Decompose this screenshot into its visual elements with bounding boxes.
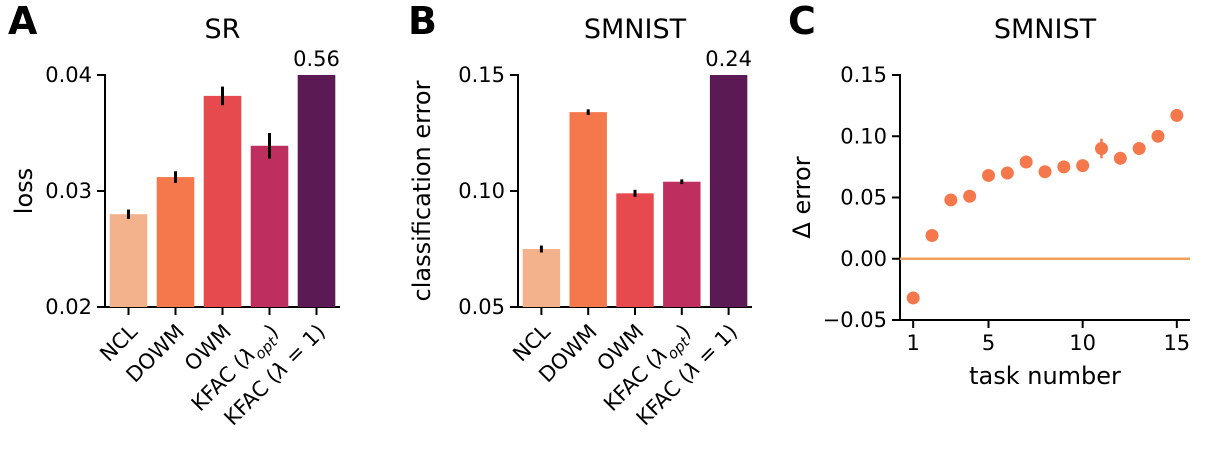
- panel-b: B 0.05 0.10 0.15 SMNIST classification error…: [400, 0, 780, 464]
- data-point-task-15: [1170, 108, 1184, 122]
- x-tick-label: 5: [982, 331, 995, 355]
- data-point-task-9: [1057, 160, 1071, 174]
- data-point-task-3: [944, 193, 958, 207]
- bar-KFAC (λ = 1): [297, 75, 336, 307]
- data-point-task-1: [906, 291, 920, 305]
- y-tick-label: 0.03: [45, 179, 92, 203]
- y-tick-label: 0.05: [840, 186, 887, 210]
- y-tick-label: 0.10: [840, 124, 887, 148]
- panel-a: A 0.02 0.03 0.04 SR loss NCL DOWM OWM KFAC (λopt…: [0, 0, 400, 464]
- y-tick-label: 0.10: [458, 179, 505, 203]
- data-point-task-10: [1076, 159, 1090, 173]
- y-tick-label: 0.00: [840, 247, 887, 271]
- chart-title: SMNIST: [584, 14, 687, 45]
- x-tick-label: 15: [1163, 331, 1190, 355]
- bar-NCL: [522, 249, 561, 307]
- panel-letter-c: C: [788, 0, 816, 43]
- data-point-task-11: [1094, 142, 1108, 155]
- bar-OWM: [616, 193, 654, 307]
- y-tick-label: 0.15: [458, 63, 505, 87]
- y-tick-label: 0.15: [840, 63, 887, 87]
- data-point-task-4: [963, 189, 977, 203]
- bar-NCL: [109, 214, 148, 307]
- bar-OWM: [203, 95, 242, 307]
- y-axis-label: classification error: [408, 80, 436, 301]
- bar-DOWM: [156, 177, 195, 307]
- panel-letter-b: B: [408, 0, 437, 43]
- chart-title: SMNIST: [994, 14, 1097, 45]
- bar-KFAC (λ = 1): [709, 75, 748, 307]
- x-tick-label: 10: [1069, 331, 1096, 355]
- bar-KFAC (λ_opt): [250, 145, 289, 307]
- y-tick-label: 0.04: [45, 63, 92, 87]
- y-tick-label: −0.05: [823, 308, 887, 332]
- y-tick-label: 0.02: [45, 295, 92, 319]
- panel-c: C −0.05 0.00 0.05 0.10 0.15 SMNIST Δ error 1 5 10…: [780, 0, 1219, 464]
- y-axis-label: Δ error: [788, 156, 816, 238]
- data-point-task-8: [1038, 165, 1052, 179]
- data-point-task-12: [1113, 151, 1127, 165]
- bar-DOWM: [569, 112, 607, 308]
- chart-title: SR: [205, 14, 241, 45]
- data-point-task-5: [982, 168, 996, 182]
- data-point-task-7: [1019, 155, 1033, 169]
- x-axis-label: task number: [969, 362, 1121, 390]
- data-point-task-2: [925, 228, 939, 242]
- clipped-bar-annotation: 0.24: [705, 47, 752, 71]
- data-point-task-13: [1132, 142, 1146, 155]
- bar-KFAC (λ_opt): [663, 181, 701, 307]
- y-axis-label: loss: [10, 168, 38, 214]
- x-tick-label: 1: [906, 331, 919, 355]
- clipped-bar-annotation: 0.56: [293, 47, 340, 71]
- panel-letter-a: A: [8, 0, 38, 43]
- data-point-task-6: [1000, 166, 1014, 180]
- data-point-task-14: [1151, 129, 1165, 143]
- y-tick-label: 0.05: [458, 295, 505, 319]
